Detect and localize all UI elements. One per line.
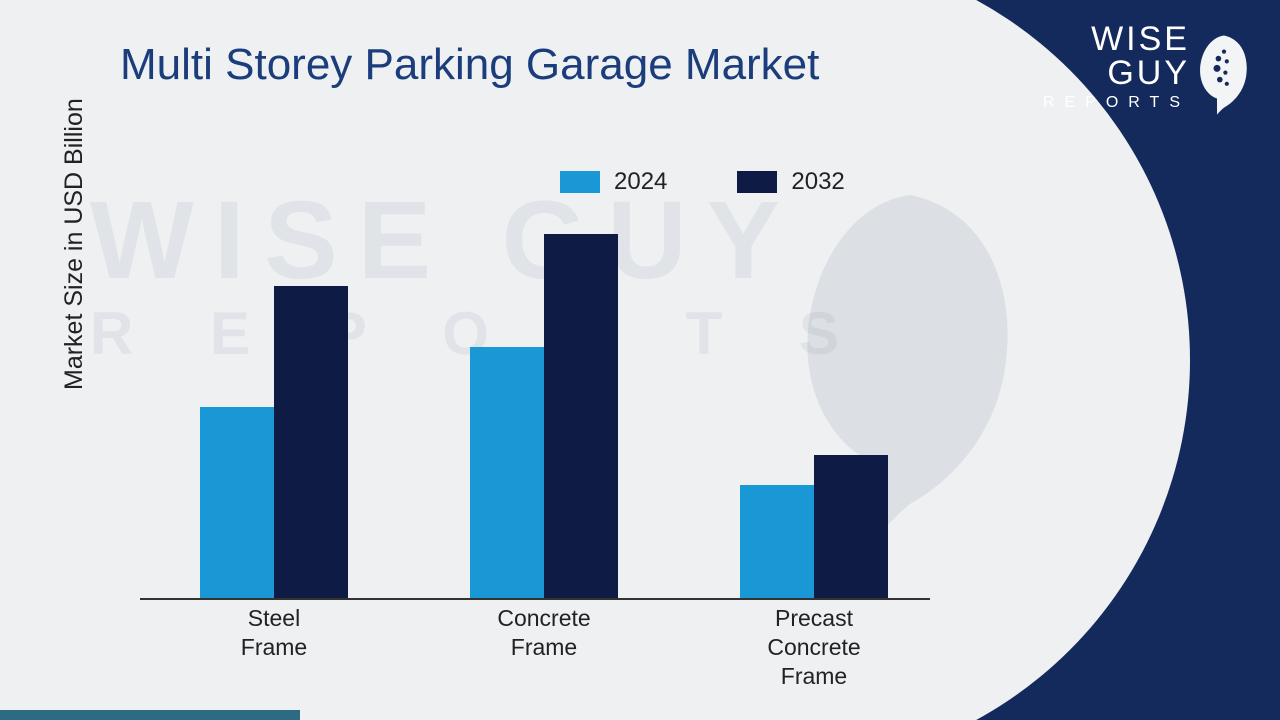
x-label-1: ConcreteFrame (497, 604, 590, 662)
legend-swatch-2032 (737, 171, 777, 193)
logo-line2: REPORTS (1002, 94, 1190, 112)
legend-swatch-2024 (560, 171, 600, 193)
plot-area: 0.44 (140, 210, 930, 600)
logo-line1: WISE GUY (1002, 22, 1190, 90)
bottom-accent-bar (0, 710, 300, 720)
y-axis-label: Market Size in USD Billion (60, 98, 89, 390)
bar-2024-1 (470, 347, 544, 598)
x-label-0: SteelFrame (241, 604, 307, 662)
legend-label-2024: 2024 (614, 168, 667, 196)
bar-2024-0 (200, 407, 274, 598)
chart-title: Multi Storey Parking Garage Market (120, 40, 819, 90)
bar-2032-2 (814, 455, 888, 598)
legend-item-2032: 2032 (737, 168, 844, 196)
x-axis-line (140, 598, 930, 600)
x-label-2: PrecastConcreteFrame (767, 604, 860, 690)
brand-logo: WISE GUY REPORTS (1002, 22, 1262, 112)
legend-label-2032: 2032 (791, 168, 844, 196)
legend-item-2024: 2024 (560, 168, 667, 196)
bar-2024-2 (740, 485, 814, 598)
legend: 2024 2032 (560, 168, 845, 196)
bar-2032-1 (544, 234, 618, 598)
bar-2032-0 (274, 286, 348, 598)
chart-canvas: WISE GUY R E P O R T S Multi Storey Park… (0, 0, 1280, 720)
